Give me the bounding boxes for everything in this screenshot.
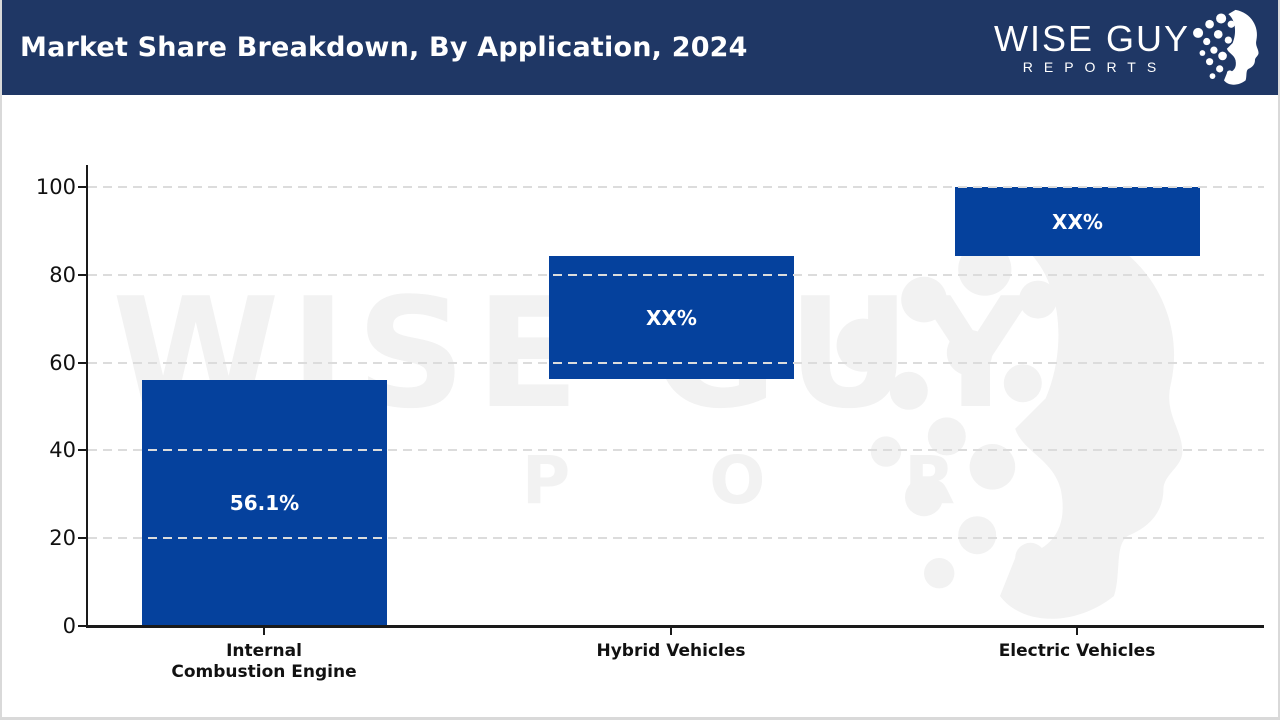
logo-reports-label: REPORTS (1022, 58, 1168, 75)
gridline-y40 (88, 449, 1264, 452)
y-tick-mark (78, 537, 86, 540)
y-tick-label: 20 (49, 526, 76, 551)
wiseguy-logo-face-icon (1193, 9, 1259, 85)
x-axis-category-label: Internal Combustion Engine (171, 641, 357, 682)
y-tick-mark (78, 186, 86, 188)
y-tick-label: 100 (35, 175, 76, 199)
wiseguy-logo-text: WISE GUY REPORTS (993, 17, 1190, 75)
x-axis-category-label: Electric Vehicles (998, 641, 1156, 661)
bar-internal-combustion-engine: 56.1% (142, 380, 387, 626)
y-tick-mark (78, 273, 86, 276)
y-axis-line (86, 165, 88, 627)
y-tick-label: 0 (62, 614, 76, 638)
y-tick-label: 80 (49, 262, 76, 287)
y-tick-mark (78, 449, 86, 452)
bar-electric-vehicles: XX% (955, 187, 1200, 256)
gridline-y100 (88, 186, 1264, 188)
bar-value-label: XX% (646, 305, 697, 330)
gridline-y60 (88, 361, 1264, 364)
header-bar: Market Share Breakdown, By Application, … (0, 0, 1280, 95)
gridline-y80 (88, 273, 1264, 276)
x-axis-category-label: Hybrid Vehicles (596, 641, 746, 661)
x-tick-mark (670, 628, 672, 635)
y-tick-mark (78, 361, 86, 364)
x-tick-mark (263, 628, 265, 635)
gridline-y20 (88, 537, 1264, 540)
x-axis-line (86, 625, 1264, 628)
y-tick-mark (78, 625, 86, 627)
bar-value-label: XX% (1052, 209, 1103, 234)
wiseguy-logo: WISE GUY REPORTS (994, 6, 1260, 90)
bar-hybrid-vehicles: XX% (549, 256, 794, 379)
page-title: Market Share Breakdown, By Application, … (20, 32, 748, 63)
y-tick-label: 40 (49, 438, 76, 463)
logo-wise-guy-label: WISE GUY (993, 17, 1190, 59)
x-tick-mark (1076, 628, 1078, 635)
bar-value-label: 56.1% (229, 491, 300, 515)
y-tick-label: 60 (49, 350, 76, 375)
